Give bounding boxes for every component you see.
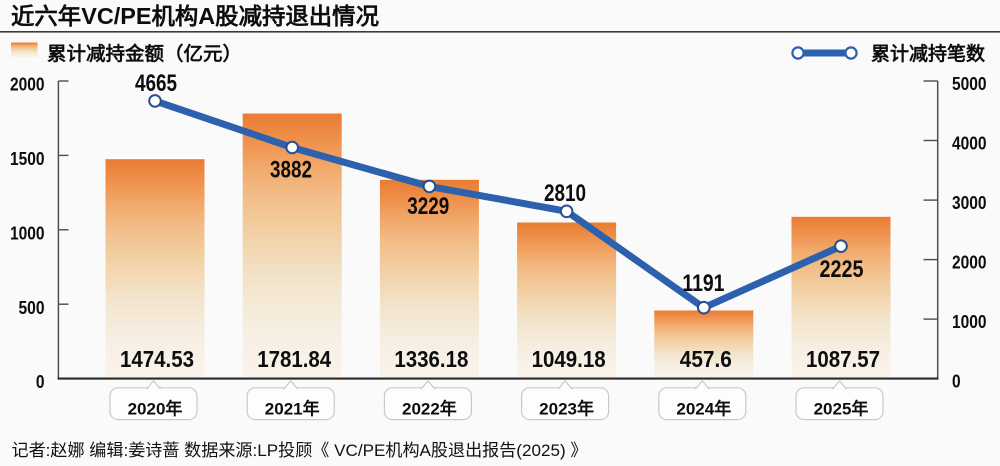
svg-text:457.6: 457.6 — [680, 346, 732, 372]
svg-text:近六年VC/PE机构A股减持退出情况: 近六年VC/PE机构A股减持退出情况 — [11, 3, 379, 29]
svg-text:1049.18: 1049.18 — [532, 346, 606, 372]
svg-text:2023年: 2023年 — [539, 399, 594, 419]
svg-text:2000: 2000 — [952, 252, 987, 272]
svg-text:0: 0 — [36, 372, 45, 392]
svg-text:3000: 3000 — [952, 193, 987, 213]
svg-text:3229: 3229 — [407, 193, 449, 220]
svg-text:累计减持金额（亿元）: 累计减持金额（亿元） — [47, 42, 242, 65]
svg-text:2024年: 2024年 — [676, 399, 731, 419]
svg-text:1336.18: 1336.18 — [394, 346, 468, 372]
svg-text:1474.53: 1474.53 — [120, 346, 194, 372]
svg-text:累计减持笔数: 累计减持笔数 — [871, 42, 986, 65]
svg-text:500: 500 — [19, 298, 45, 318]
svg-text:2225: 2225 — [820, 256, 864, 283]
svg-text:4665: 4665 — [135, 70, 177, 97]
svg-text:2000: 2000 — [10, 75, 45, 95]
svg-text:1191: 1191 — [682, 270, 724, 297]
svg-text:4000: 4000 — [952, 133, 987, 153]
svg-text:2020年: 2020年 — [128, 399, 183, 419]
svg-text:0: 0 — [952, 371, 961, 391]
svg-text:2810: 2810 — [544, 180, 586, 207]
svg-text:2021年: 2021年 — [265, 399, 320, 419]
svg-text:1087.57: 1087.57 — [806, 346, 880, 372]
svg-text:3882: 3882 — [270, 156, 312, 183]
svg-text:2022年: 2022年 — [402, 399, 457, 419]
svg-text:1781.84: 1781.84 — [257, 346, 331, 372]
svg-text:5000: 5000 — [952, 74, 987, 94]
svg-text:1500: 1500 — [10, 149, 45, 169]
svg-text:1000: 1000 — [952, 312, 987, 332]
svg-text:2025年: 2025年 — [814, 399, 869, 419]
svg-text:记者:赵娜 编辑:姜诗蔷 数据来源:LP投顾《 VC/P: 记者:赵娜 编辑:姜诗蔷 数据来源:LP投顾《 VC/PE机构A股退出报告(20… — [12, 441, 588, 460]
svg-text:1000: 1000 — [10, 223, 45, 243]
